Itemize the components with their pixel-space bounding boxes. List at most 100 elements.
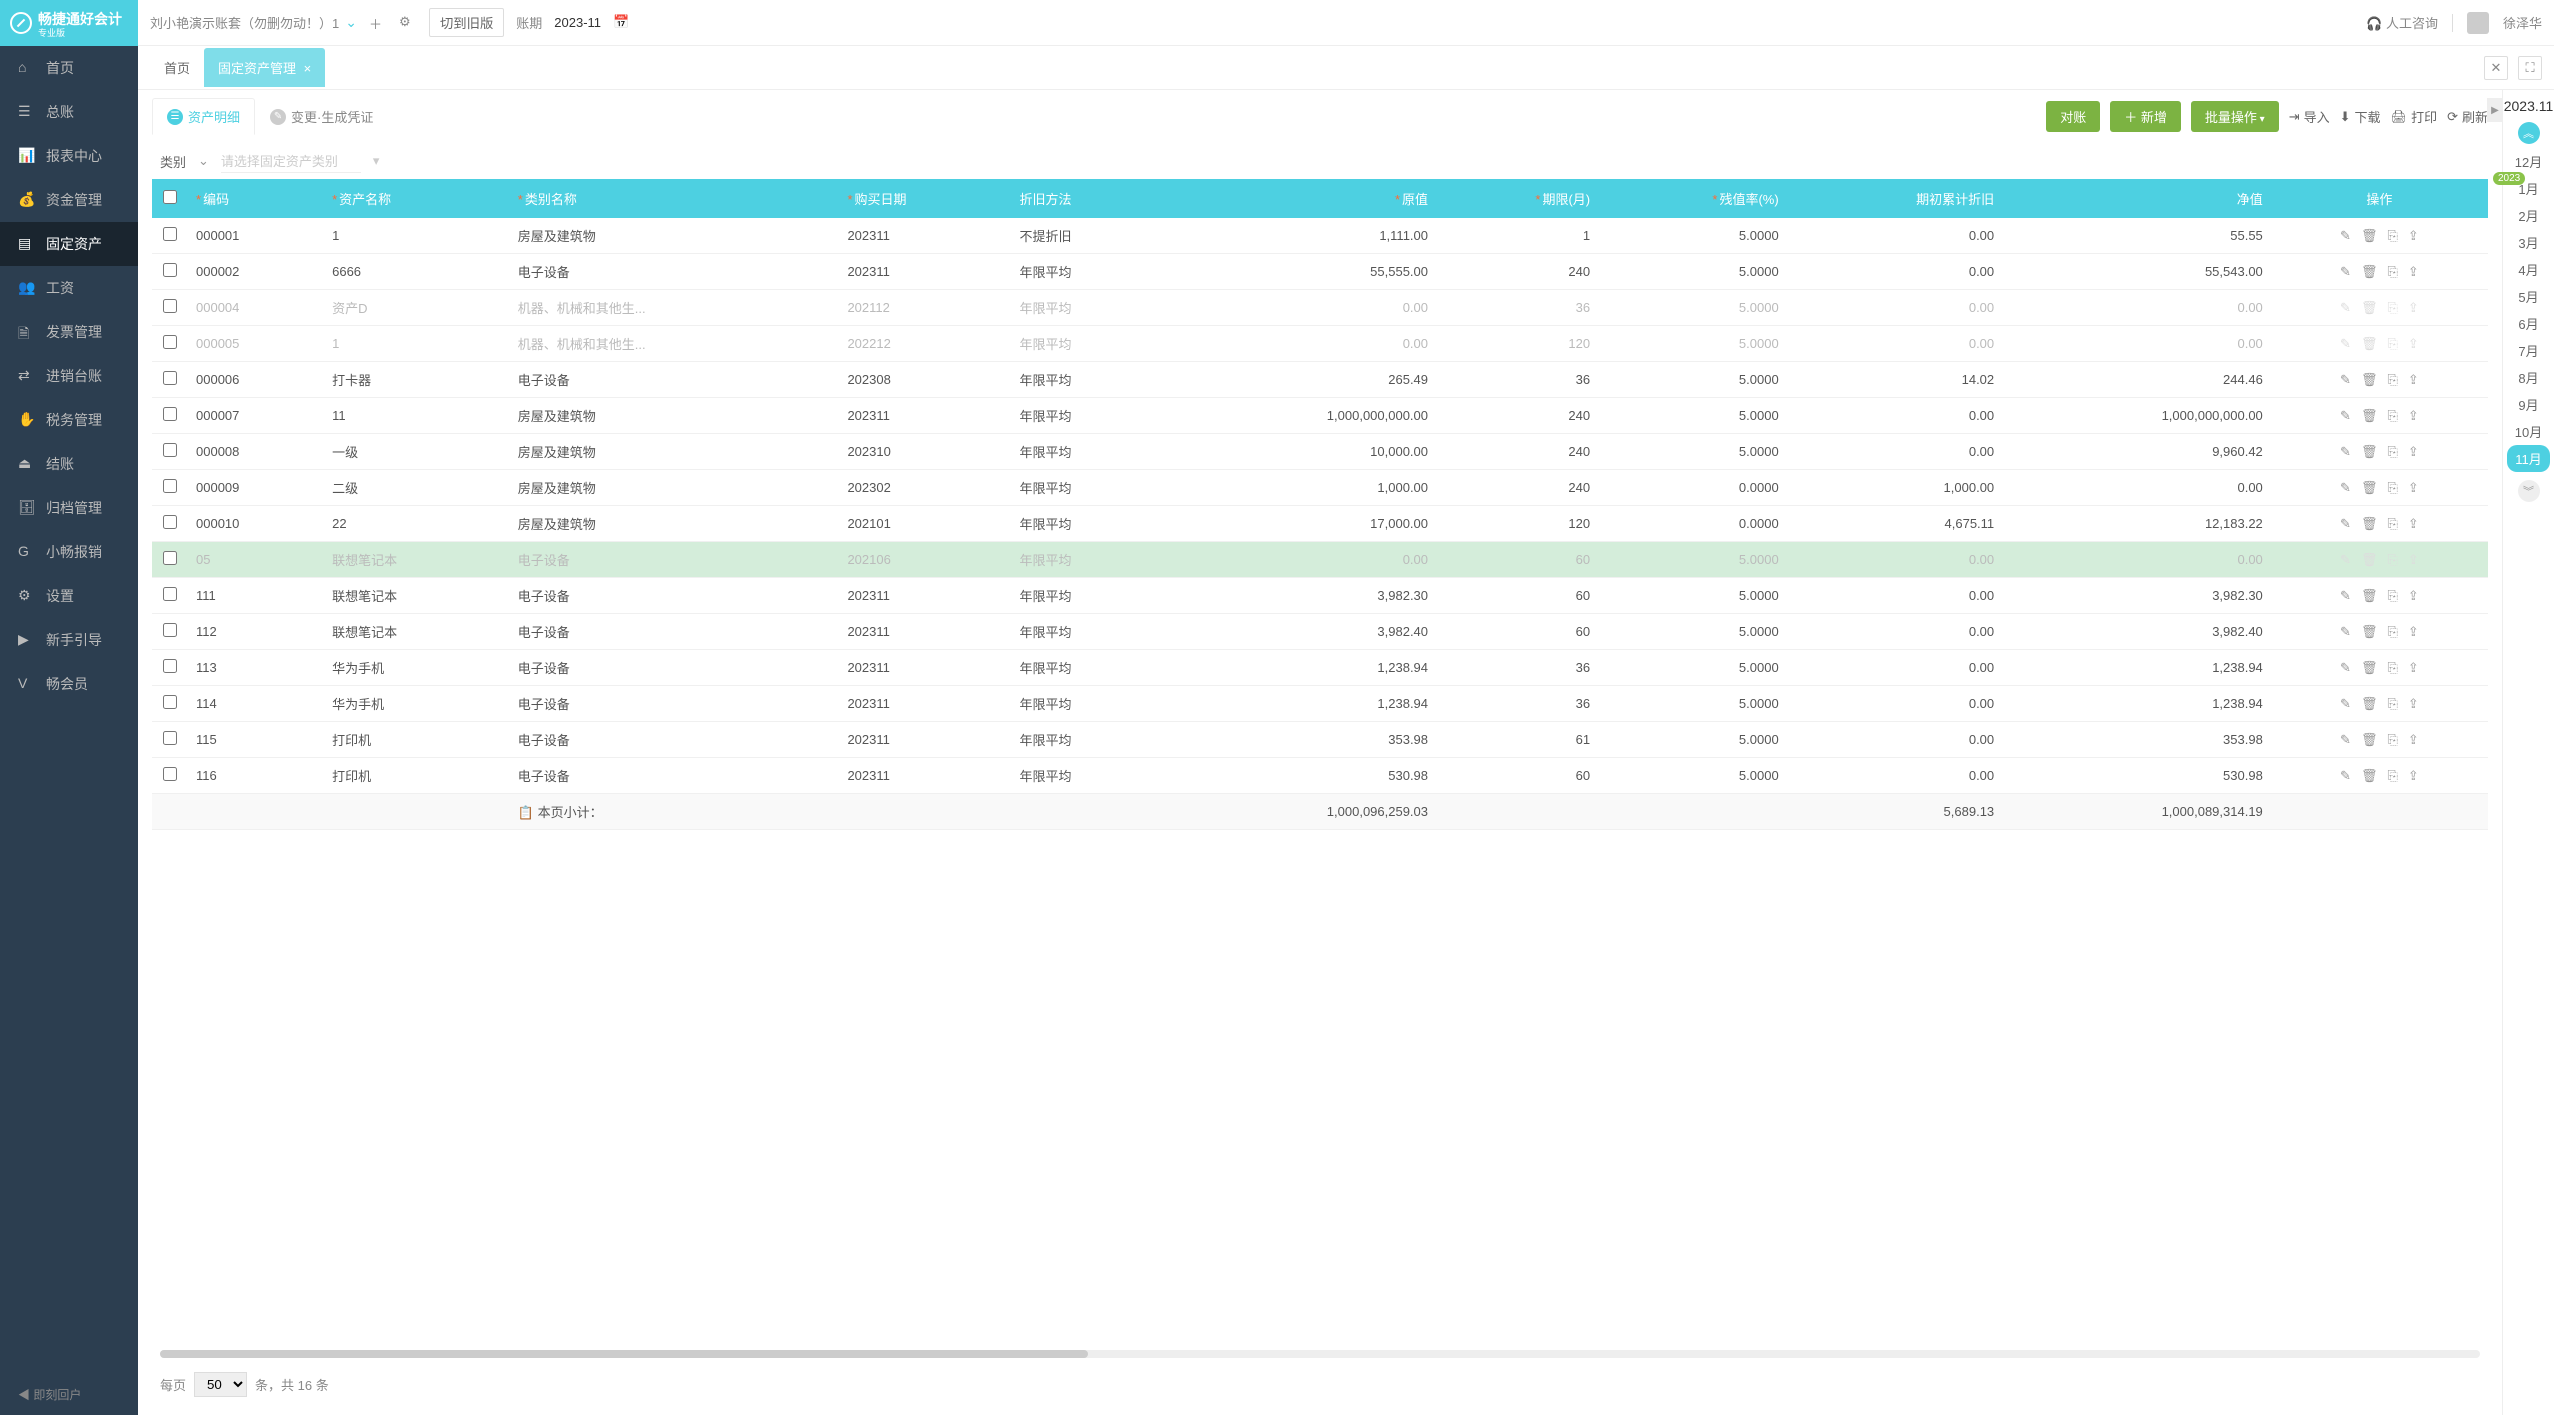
- table-row[interactable]: 000004 资产D 机器、机械和其他生... 202112 年限平均 0.00…: [152, 290, 2488, 326]
- copy-icon[interactable]: ⎘: [2387, 480, 2397, 496]
- copy-icon[interactable]: ⎘: [2387, 660, 2397, 676]
- table-row[interactable]: 000009 二级 房屋及建筑物 202302 年限平均 1,000.00 24…: [152, 470, 2488, 506]
- edit-icon[interactable]: ✎: [2340, 768, 2351, 784]
- row-checkbox[interactable]: [163, 623, 177, 637]
- copy-icon[interactable]: ⎘: [2387, 228, 2397, 244]
- sidebar-item-tax[interactable]: ✋税务管理: [0, 398, 138, 442]
- copy-icon[interactable]: ⎘: [2387, 732, 2397, 748]
- row-checkbox[interactable]: [163, 227, 177, 241]
- sidebar-item-report[interactable]: 📊报表中心: [0, 134, 138, 178]
- row-checkbox[interactable]: [163, 659, 177, 673]
- row-checkbox[interactable]: [163, 767, 177, 781]
- sidebar-item-fund[interactable]: 💰资金管理: [0, 178, 138, 222]
- row-checkbox[interactable]: [163, 515, 177, 529]
- month-item[interactable]: 4月: [2507, 256, 2550, 283]
- subtab-voucher[interactable]: ✎ 变更·生成凭证: [255, 98, 388, 135]
- avatar[interactable]: [2467, 12, 2489, 34]
- month-item[interactable]: 7月: [2507, 337, 2550, 364]
- delete-icon[interactable]: 🗑: [2361, 552, 2378, 568]
- copy-icon[interactable]: ⎘: [2387, 768, 2397, 784]
- copy-icon[interactable]: ⎘: [2387, 336, 2397, 352]
- col-header[interactable]: *期限(月): [1436, 179, 1598, 218]
- export-icon[interactable]: ⇪: [2408, 228, 2419, 244]
- table-row[interactable]: 114 华为手机 电子设备 202311 年限平均 1,238.94 36 5.…: [152, 686, 2488, 722]
- batch-button[interactable]: 批量操作: [2191, 101, 2279, 132]
- row-checkbox[interactable]: [163, 443, 177, 457]
- sidebar-item-member[interactable]: V畅会员: [0, 662, 138, 706]
- col-header[interactable]: 净值: [2002, 179, 2271, 218]
- fullscreen-icon[interactable]: ⛶: [2518, 56, 2542, 80]
- copy-icon[interactable]: ⎘: [2387, 372, 2397, 388]
- table-row[interactable]: 113 华为手机 电子设备 202311 年限平均 1,238.94 36 5.…: [152, 650, 2488, 686]
- delete-icon[interactable]: 🗑: [2361, 336, 2378, 352]
- scroll-up-icon[interactable]: ︽: [2518, 122, 2540, 144]
- delete-icon[interactable]: 🗑: [2361, 660, 2378, 676]
- edit-icon[interactable]: ✎: [2340, 228, 2351, 244]
- edit-icon[interactable]: ✎: [2340, 300, 2351, 316]
- edit-icon[interactable]: ✎: [2340, 264, 2351, 280]
- consult-link[interactable]: 🎧 人工咨询: [2366, 13, 2438, 32]
- month-item[interactable]: 11月: [2507, 445, 2550, 472]
- month-item[interactable]: 6月: [2507, 310, 2550, 337]
- copy-icon[interactable]: ⎘: [2387, 588, 2397, 604]
- edit-icon[interactable]: ✎: [2340, 516, 2351, 532]
- close-all-icon[interactable]: ✕: [2484, 56, 2508, 80]
- reconcile-button[interactable]: 对账: [2046, 101, 2100, 132]
- row-checkbox[interactable]: [163, 371, 177, 385]
- sidebar-item-reimburse[interactable]: G小畅报销: [0, 530, 138, 574]
- copy-icon[interactable]: ⎘: [2387, 408, 2397, 424]
- export-icon[interactable]: ⇪: [2408, 264, 2419, 280]
- col-header[interactable]: *编码: [188, 179, 324, 218]
- row-checkbox[interactable]: [163, 335, 177, 349]
- switch-old-button[interactable]: 切到旧版: [429, 8, 504, 37]
- collapse-icon[interactable]: ▶: [2487, 98, 2503, 122]
- period-value[interactable]: 2023-11: [554, 15, 601, 30]
- row-checkbox[interactable]: [163, 695, 177, 709]
- col-header[interactable]: 折旧方法: [1012, 179, 1168, 218]
- edit-icon[interactable]: ✎: [2340, 480, 2351, 496]
- delete-icon[interactable]: 🗑: [2361, 264, 2378, 280]
- delete-icon[interactable]: 🗑: [2361, 696, 2378, 712]
- edit-icon[interactable]: ✎: [2340, 336, 2351, 352]
- delete-icon[interactable]: 🗑: [2361, 228, 2378, 244]
- scroll-down-icon[interactable]: ︾: [2518, 480, 2540, 502]
- table-row[interactable]: 000001 1 房屋及建筑物 202311 不提折旧 1,111.00 1 5…: [152, 218, 2488, 254]
- export-icon[interactable]: ⇪: [2408, 552, 2419, 568]
- edit-icon[interactable]: ✎: [2340, 588, 2351, 604]
- month-item[interactable]: 3月: [2507, 229, 2550, 256]
- export-icon[interactable]: ⇪: [2408, 588, 2419, 604]
- download-link[interactable]: ⬇ 下载: [2340, 107, 2381, 126]
- copy-icon[interactable]: ⎘: [2387, 264, 2397, 280]
- tab-0[interactable]: 首页: [150, 48, 204, 87]
- table-row[interactable]: 000007 11 房屋及建筑物 202311 年限平均 1,000,000,0…: [152, 398, 2488, 434]
- edit-icon[interactable]: ✎: [2340, 624, 2351, 640]
- row-checkbox[interactable]: [163, 479, 177, 493]
- table-row[interactable]: 111 联想笔记本 电子设备 202311 年限平均 3,982.30 60 5…: [152, 578, 2488, 614]
- export-icon[interactable]: ⇪: [2408, 480, 2419, 496]
- month-item[interactable]: 1月: [2507, 175, 2550, 202]
- subtab-detail[interactable]: ☰ 资产明细: [152, 98, 255, 135]
- filter-chev[interactable]: ⌄: [198, 153, 209, 169]
- month-item[interactable]: 12月: [2507, 148, 2550, 175]
- export-icon[interactable]: ⇪: [2408, 300, 2419, 316]
- sidebar-item-ledger[interactable]: ☰总账: [0, 90, 138, 134]
- export-icon[interactable]: ⇪: [2408, 444, 2419, 460]
- col-header[interactable]: *原值: [1167, 179, 1436, 218]
- delete-icon[interactable]: 🗑: [2361, 588, 2378, 604]
- user-name[interactable]: 徐泽华: [2503, 13, 2542, 32]
- col-header[interactable]: 操作: [2271, 179, 2488, 218]
- edit-icon[interactable]: ✎: [2340, 732, 2351, 748]
- table-row[interactable]: 000005 1 机器、机械和其他生... 202212 年限平均 0.00 1…: [152, 326, 2488, 362]
- sidebar-item-close[interactable]: ⏏结账: [0, 442, 138, 486]
- copy-icon[interactable]: ⎘: [2387, 444, 2397, 460]
- refresh-link[interactable]: ⟳ 刷新: [2447, 107, 2488, 126]
- row-checkbox[interactable]: [163, 299, 177, 313]
- edit-icon[interactable]: ✎: [2340, 408, 2351, 424]
- col-header[interactable]: *残值率(%): [1598, 179, 1787, 218]
- copy-icon[interactable]: ⎘: [2387, 552, 2397, 568]
- delete-icon[interactable]: 🗑: [2361, 768, 2378, 784]
- export-icon[interactable]: ⇪: [2408, 768, 2419, 784]
- delete-icon[interactable]: 🗑: [2361, 444, 2378, 460]
- edit-icon[interactable]: ✎: [2340, 660, 2351, 676]
- delete-icon[interactable]: 🗑: [2361, 300, 2378, 316]
